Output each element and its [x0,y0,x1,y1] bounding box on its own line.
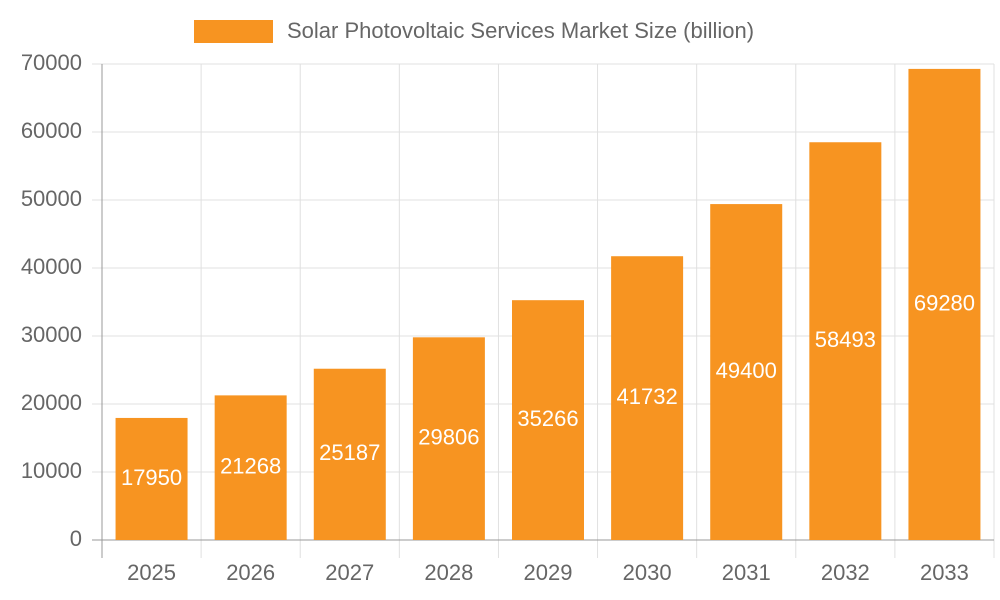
data-label: 69280 [914,290,975,315]
y-tick-label: 20000 [21,390,82,415]
bar [412,337,485,540]
data-label: 58493 [815,327,876,352]
bar [908,68,981,540]
data-label: 21268 [220,454,281,479]
y-tick-label: 40000 [21,254,82,279]
bar [809,142,882,540]
bar [512,300,584,540]
bar [214,395,287,540]
data-label: 29806 [418,424,479,449]
x-tick-label: 2031 [722,560,771,585]
y-tick-label: 0 [70,526,82,551]
bar [313,368,386,540]
legend-swatch [194,20,273,43]
data-label: 35266 [517,406,578,431]
bar [710,204,783,540]
x-tick-label: 2026 [226,560,275,585]
y-tick-label: 30000 [21,322,82,347]
x-tick-label: 2027 [325,560,374,585]
x-tick-label: 2029 [524,560,573,585]
bar [611,256,684,540]
y-tick-label: 50000 [21,186,82,211]
data-label: 17950 [121,465,182,490]
y-tick-label: 10000 [21,458,82,483]
data-label: 25187 [319,440,380,465]
x-tick-label: 2032 [821,560,870,585]
y-tick-label: 60000 [21,118,82,143]
x-tick-label: 2028 [424,560,473,585]
bar [115,417,188,540]
x-tick-label: 2030 [623,560,672,585]
data-label: 49400 [716,358,777,383]
legend-label: Solar Photovoltaic Services Market Size … [287,18,754,43]
y-tick-label: 70000 [21,50,82,75]
data-label: 41732 [617,384,678,409]
x-tick-label: 2025 [127,560,176,585]
x-tick-label: 2033 [920,560,969,585]
